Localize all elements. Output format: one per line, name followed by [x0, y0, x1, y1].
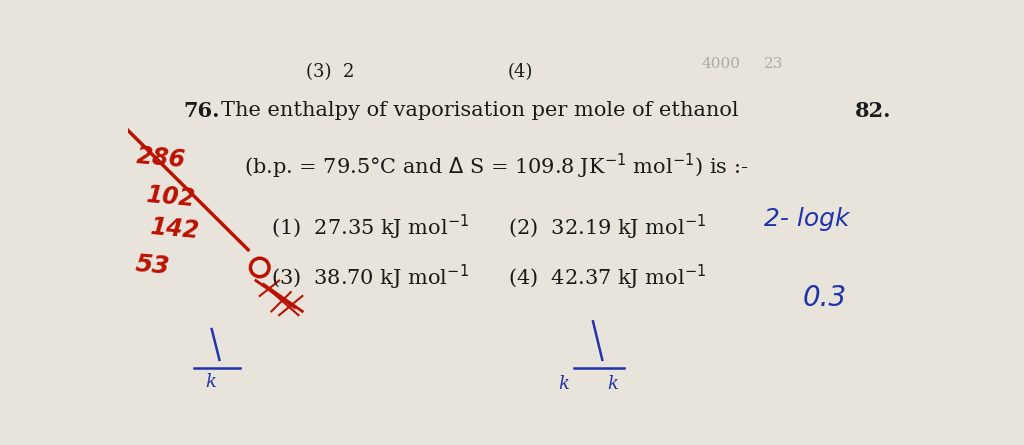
Text: 76.: 76. — [183, 101, 220, 121]
Text: 102: 102 — [145, 183, 197, 211]
Text: (1)  27.35 kJ mol$^{-1}$: (1) 27.35 kJ mol$^{-1}$ — [271, 213, 470, 242]
Text: k: k — [558, 375, 569, 393]
Text: (4): (4) — [508, 63, 534, 81]
Text: 286: 286 — [136, 144, 187, 173]
Text: 53: 53 — [134, 252, 171, 279]
Text: The enthalpy of vaporisation per mole of ethanol: The enthalpy of vaporisation per mole of… — [221, 101, 738, 120]
Text: (3)  38.70 kJ mol$^{-1}$: (3) 38.70 kJ mol$^{-1}$ — [271, 263, 469, 292]
Text: (4)  42.37 kJ mol$^{-1}$: (4) 42.37 kJ mol$^{-1}$ — [508, 263, 706, 292]
Text: 2- logk: 2- logk — [764, 207, 849, 231]
Text: (2)  32.19 kJ mol$^{-1}$: (2) 32.19 kJ mol$^{-1}$ — [508, 213, 706, 242]
Text: 82.: 82. — [855, 101, 891, 121]
Text: 23: 23 — [764, 57, 783, 71]
Text: (3)  2: (3) 2 — [306, 63, 354, 81]
Text: k: k — [206, 373, 216, 391]
Text: 4000: 4000 — [701, 57, 740, 71]
Text: 142: 142 — [150, 215, 201, 243]
Text: 0.3: 0.3 — [802, 284, 847, 312]
Text: (b.p. = 79.5$\degree$C and $\Delta$ S = 109.8 JK$^{-1}$ mol$^{-1}$) is :-: (b.p. = 79.5$\degree$C and $\Delta$ S = … — [245, 152, 749, 181]
Text: k: k — [607, 375, 617, 393]
